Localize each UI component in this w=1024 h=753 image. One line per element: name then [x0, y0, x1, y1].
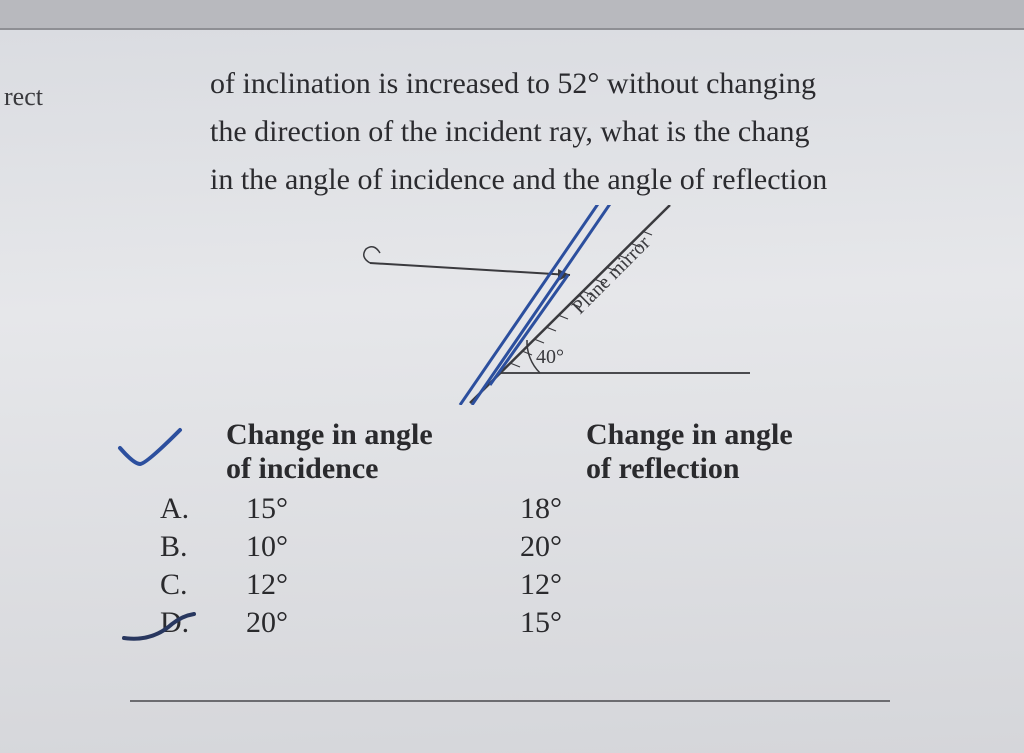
option-c-pen-mark-icon [122, 608, 202, 644]
question-line-1: of inclination is increased to 52° witho… [210, 67, 816, 100]
question-line-3: in the angle of incidence and the angle … [210, 163, 827, 196]
header-reflection-line2: of reflection [586, 452, 740, 485]
header-reflection-line1: Change in angle [586, 418, 793, 451]
page-root: rect of inclination is increased to 52° … [0, 0, 1024, 753]
option-incidence: 20° [246, 606, 520, 640]
option-row: B. 10° 20° [140, 530, 896, 564]
option-reflection: 18° [520, 492, 830, 526]
option-reflection: 12° [520, 568, 830, 602]
option-row: D. 20° 15° [140, 606, 896, 640]
option-letter: A. [140, 492, 246, 526]
side-word-fragment: rect [4, 82, 43, 112]
option-letter: B. [140, 530, 246, 564]
incident-ray [364, 247, 570, 281]
option-incidence: 15° [246, 492, 520, 526]
bottom-rule [130, 700, 890, 702]
question-line-2: the direction of the incident ray, what … [210, 115, 810, 148]
question-text: of inclination is increased to 52° witho… [210, 60, 1004, 204]
header-incidence-line1: Change in angle [226, 418, 433, 451]
angle-label: 40° [536, 346, 564, 368]
option-reflection: 20° [520, 530, 830, 564]
option-incidence: 12° [246, 568, 520, 602]
mirror-diagram: 40° Plane mirror [340, 205, 760, 405]
column-headers: Change in angle of incidence Change in a… [140, 418, 896, 486]
option-incidence: 10° [246, 530, 520, 564]
header-incidence-line2: of incidence [226, 452, 378, 485]
answer-block: Change in angle of incidence Change in a… [140, 418, 896, 640]
option-letter: C. [140, 568, 246, 602]
option-row: C. 12° 12° [140, 568, 896, 602]
option-row: A. 15° 18° [140, 492, 896, 526]
option-reflection: 15° [520, 606, 830, 640]
page-top-strip [0, 0, 1024, 30]
